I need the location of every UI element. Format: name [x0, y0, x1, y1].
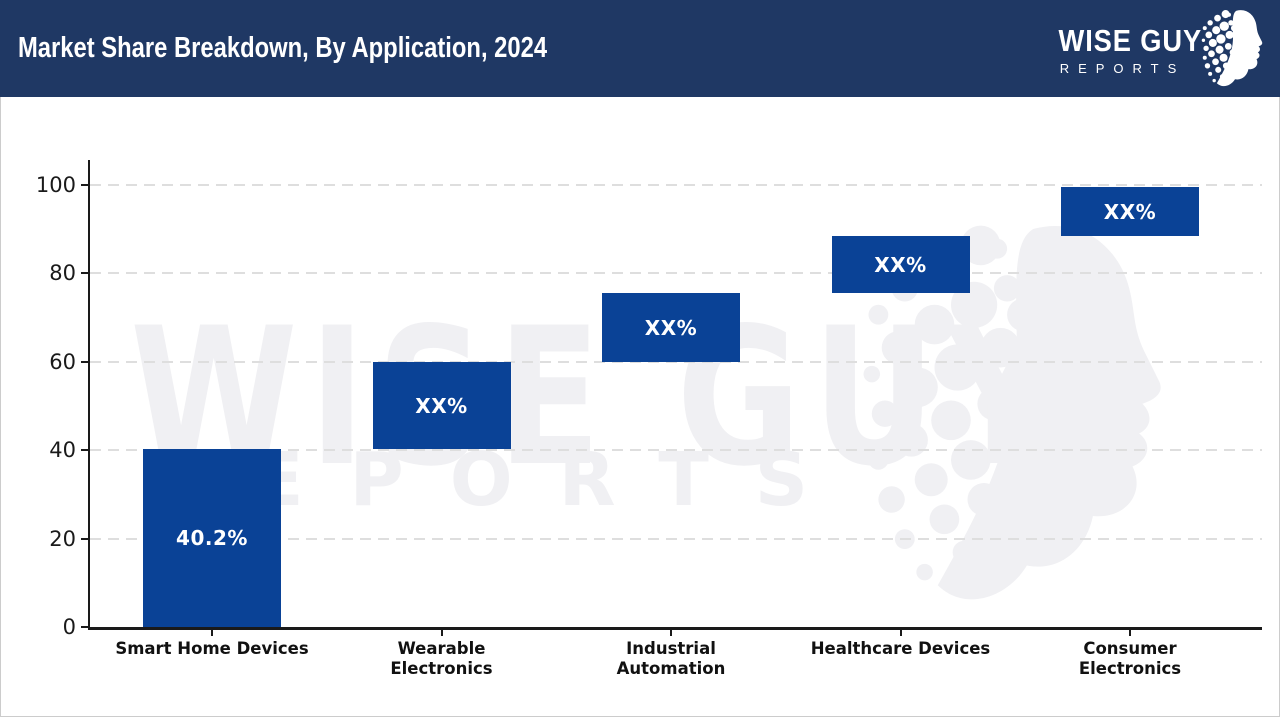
y-tick-label-80: 80 — [49, 261, 76, 286]
y-tick-20 — [81, 537, 88, 540]
logo-wordmark-line2: REPORTS — [1059, 60, 1186, 76]
x-tick-wearable-electronics — [440, 630, 443, 636]
y-tick-label-0: 0 — [62, 615, 76, 639]
x-tick-smart-home-devices — [211, 630, 213, 636]
bar-healthcare-devices: XX% — [831, 235, 970, 294]
category-label-line: Industrial — [626, 639, 716, 658]
category-label-line: Consumer — [1083, 639, 1177, 658]
header: Market Share Breakdown, By Application, … — [0, 0, 1280, 97]
page-title: Market Share Breakdown, By Application, … — [18, 32, 548, 64]
x-tick-healthcare-devices — [899, 630, 902, 636]
bar-value-label: XX% — [415, 393, 468, 418]
bar-wearable-electronics: XX% — [372, 361, 511, 450]
gridline-60 — [90, 360, 1262, 363]
dotted-head-profile-icon — [1196, 8, 1270, 90]
y-tick-60 — [81, 360, 88, 363]
category-label-line: Automation — [616, 659, 726, 678]
bar-smart-home-devices: 40.2% — [143, 449, 281, 627]
x-tick-industrial-automation — [670, 630, 672, 636]
gridline-80 — [90, 272, 1262, 275]
category-label-line: Healthcare Devices — [810, 639, 991, 658]
bar-consumer-electronics: XX% — [1061, 187, 1199, 236]
gridline-40 — [90, 449, 1262, 452]
logo-wordmark: WISE GUY REPORTS — [1039, 23, 1202, 76]
y-tick-label-40: 40 — [49, 438, 76, 463]
bar-industrial-automation: XX% — [602, 293, 740, 362]
gridline-100 — [90, 184, 1262, 186]
x-tick-consumer-electronics — [1129, 630, 1131, 636]
x-axis — [88, 627, 1262, 630]
y-tick-40 — [81, 449, 88, 452]
category-label-consumer-electronics: Consumer Electronics — [1010, 639, 1250, 679]
bar-value-label: XX% — [1103, 199, 1157, 224]
category-label-smart-home-devices: Smart Home Devices — [92, 639, 332, 659]
y-tick-label-20: 20 — [49, 526, 76, 551]
category-label-healthcare-devices: Healthcare Devices — [781, 639, 1021, 659]
category-label-line: Electronics — [390, 659, 493, 678]
bar-value-label: 40.2% — [176, 526, 248, 551]
y-tick-label-60: 60 — [49, 349, 76, 374]
gridline-20 — [90, 537, 1262, 540]
category-label-line: Electronics — [1078, 659, 1182, 678]
category-label-industrial-automation: Industrial Automation — [551, 639, 791, 679]
bar-value-label: XX% — [874, 252, 927, 277]
y-axis — [88, 160, 90, 629]
category-label-line: Wearable — [397, 639, 486, 658]
category-label-wearable-electronics: Wearable Electronics — [322, 639, 562, 679]
category-label-line: Smart Home Devices — [115, 639, 309, 658]
y-tick-100 — [81, 184, 88, 186]
bar-value-label: XX% — [644, 315, 698, 340]
brand-logo: WISE GUY REPORTS — [1039, 6, 1270, 92]
y-tick-80 — [81, 272, 88, 275]
y-tick-0 — [81, 626, 88, 628]
y-tick-label-100: 100 — [35, 173, 76, 197]
logo-wordmark-line1: WISE GUY — [1058, 22, 1202, 58]
